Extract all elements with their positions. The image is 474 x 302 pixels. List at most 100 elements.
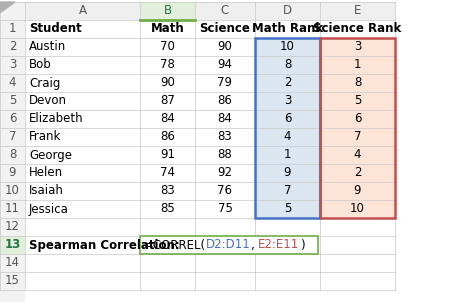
Text: Science: Science — [200, 23, 250, 36]
Text: 75: 75 — [218, 203, 232, 216]
Text: 90: 90 — [218, 40, 232, 53]
Bar — [0, 254, 25, 272]
Bar — [0, 92, 25, 110]
Text: 4: 4 — [9, 76, 16, 89]
Bar — [255, 182, 320, 200]
Bar — [320, 146, 395, 164]
Bar — [0, 20, 25, 38]
Text: Frank: Frank — [29, 130, 61, 143]
Text: Devon: Devon — [29, 95, 67, 108]
Text: 1: 1 — [354, 59, 361, 72]
Text: 85: 85 — [160, 203, 175, 216]
Text: 3: 3 — [9, 59, 16, 72]
Text: 5: 5 — [284, 203, 291, 216]
Text: 10: 10 — [280, 40, 295, 53]
Bar — [255, 200, 320, 218]
Bar — [0, 110, 25, 128]
Text: 70: 70 — [160, 40, 175, 53]
Text: 78: 78 — [160, 59, 175, 72]
Bar — [0, 38, 25, 56]
Bar — [0, 200, 25, 218]
Bar — [25, 2, 140, 20]
Text: 76: 76 — [218, 185, 233, 198]
Text: Isaiah: Isaiah — [29, 185, 64, 198]
Text: 4: 4 — [354, 149, 361, 162]
Text: Spearman Correlation:: Spearman Correlation: — [29, 239, 180, 252]
Bar — [255, 146, 320, 164]
Text: Helen: Helen — [29, 166, 63, 179]
Text: 1: 1 — [9, 23, 16, 36]
Text: 9: 9 — [354, 185, 361, 198]
Text: 91: 91 — [160, 149, 175, 162]
Bar — [320, 2, 395, 20]
Bar — [255, 92, 320, 110]
Text: 88: 88 — [218, 149, 232, 162]
Text: Elizabeth: Elizabeth — [29, 113, 83, 126]
Bar — [320, 128, 395, 146]
Text: Craig: Craig — [29, 76, 60, 89]
Bar — [0, 146, 25, 164]
Bar — [255, 2, 320, 20]
Text: 10: 10 — [350, 203, 365, 216]
Text: 10: 10 — [5, 185, 20, 198]
Bar — [320, 200, 395, 218]
Text: 13: 13 — [4, 239, 21, 252]
Text: 9: 9 — [284, 166, 291, 179]
Text: 74: 74 — [160, 166, 175, 179]
Text: 2: 2 — [354, 166, 361, 179]
Text: 84: 84 — [218, 113, 232, 126]
Bar — [0, 164, 25, 182]
Bar — [255, 164, 320, 182]
Text: A: A — [79, 5, 86, 18]
Polygon shape — [0, 2, 15, 13]
Text: 84: 84 — [160, 113, 175, 126]
Text: 6: 6 — [284, 113, 291, 126]
Text: 8: 8 — [284, 59, 291, 72]
Text: 6: 6 — [354, 113, 361, 126]
Text: 8: 8 — [354, 76, 361, 89]
Bar — [0, 290, 25, 302]
Bar — [320, 38, 395, 218]
Text: =CORREL(: =CORREL( — [144, 239, 206, 252]
Text: 90: 90 — [160, 76, 175, 89]
Bar — [0, 128, 25, 146]
Text: Math: Math — [151, 23, 184, 36]
Bar — [255, 56, 320, 74]
Text: 7: 7 — [9, 130, 16, 143]
Bar — [255, 128, 320, 146]
Text: 1: 1 — [284, 149, 291, 162]
Bar — [0, 272, 25, 290]
Text: D2:D11: D2:D11 — [206, 239, 251, 252]
Text: 92: 92 — [218, 166, 233, 179]
Bar — [255, 38, 320, 56]
Bar — [320, 110, 395, 128]
Text: 5: 5 — [354, 95, 361, 108]
Text: ,: , — [251, 239, 258, 252]
Bar — [320, 56, 395, 74]
Text: 2: 2 — [284, 76, 291, 89]
Bar — [0, 74, 25, 92]
Bar — [140, 2, 195, 20]
Text: 83: 83 — [160, 185, 175, 198]
Text: 7: 7 — [284, 185, 291, 198]
Bar — [320, 74, 395, 92]
Text: 15: 15 — [5, 275, 20, 288]
Bar — [320, 164, 395, 182]
Bar — [255, 74, 320, 92]
Text: 86: 86 — [160, 130, 175, 143]
Text: George: George — [29, 149, 72, 162]
Text: 79: 79 — [218, 76, 233, 89]
Bar — [140, 236, 318, 254]
Text: 5: 5 — [9, 95, 16, 108]
Text: Bob: Bob — [29, 59, 52, 72]
Text: E2:E11: E2:E11 — [258, 239, 300, 252]
Bar — [0, 236, 25, 254]
Text: 12: 12 — [5, 220, 20, 233]
Text: B: B — [164, 5, 172, 18]
Text: 83: 83 — [218, 130, 232, 143]
Bar — [0, 2, 25, 20]
Text: Science Rank: Science Rank — [313, 23, 401, 36]
Bar — [0, 56, 25, 74]
Text: 3: 3 — [354, 40, 361, 53]
Text: 3: 3 — [284, 95, 291, 108]
